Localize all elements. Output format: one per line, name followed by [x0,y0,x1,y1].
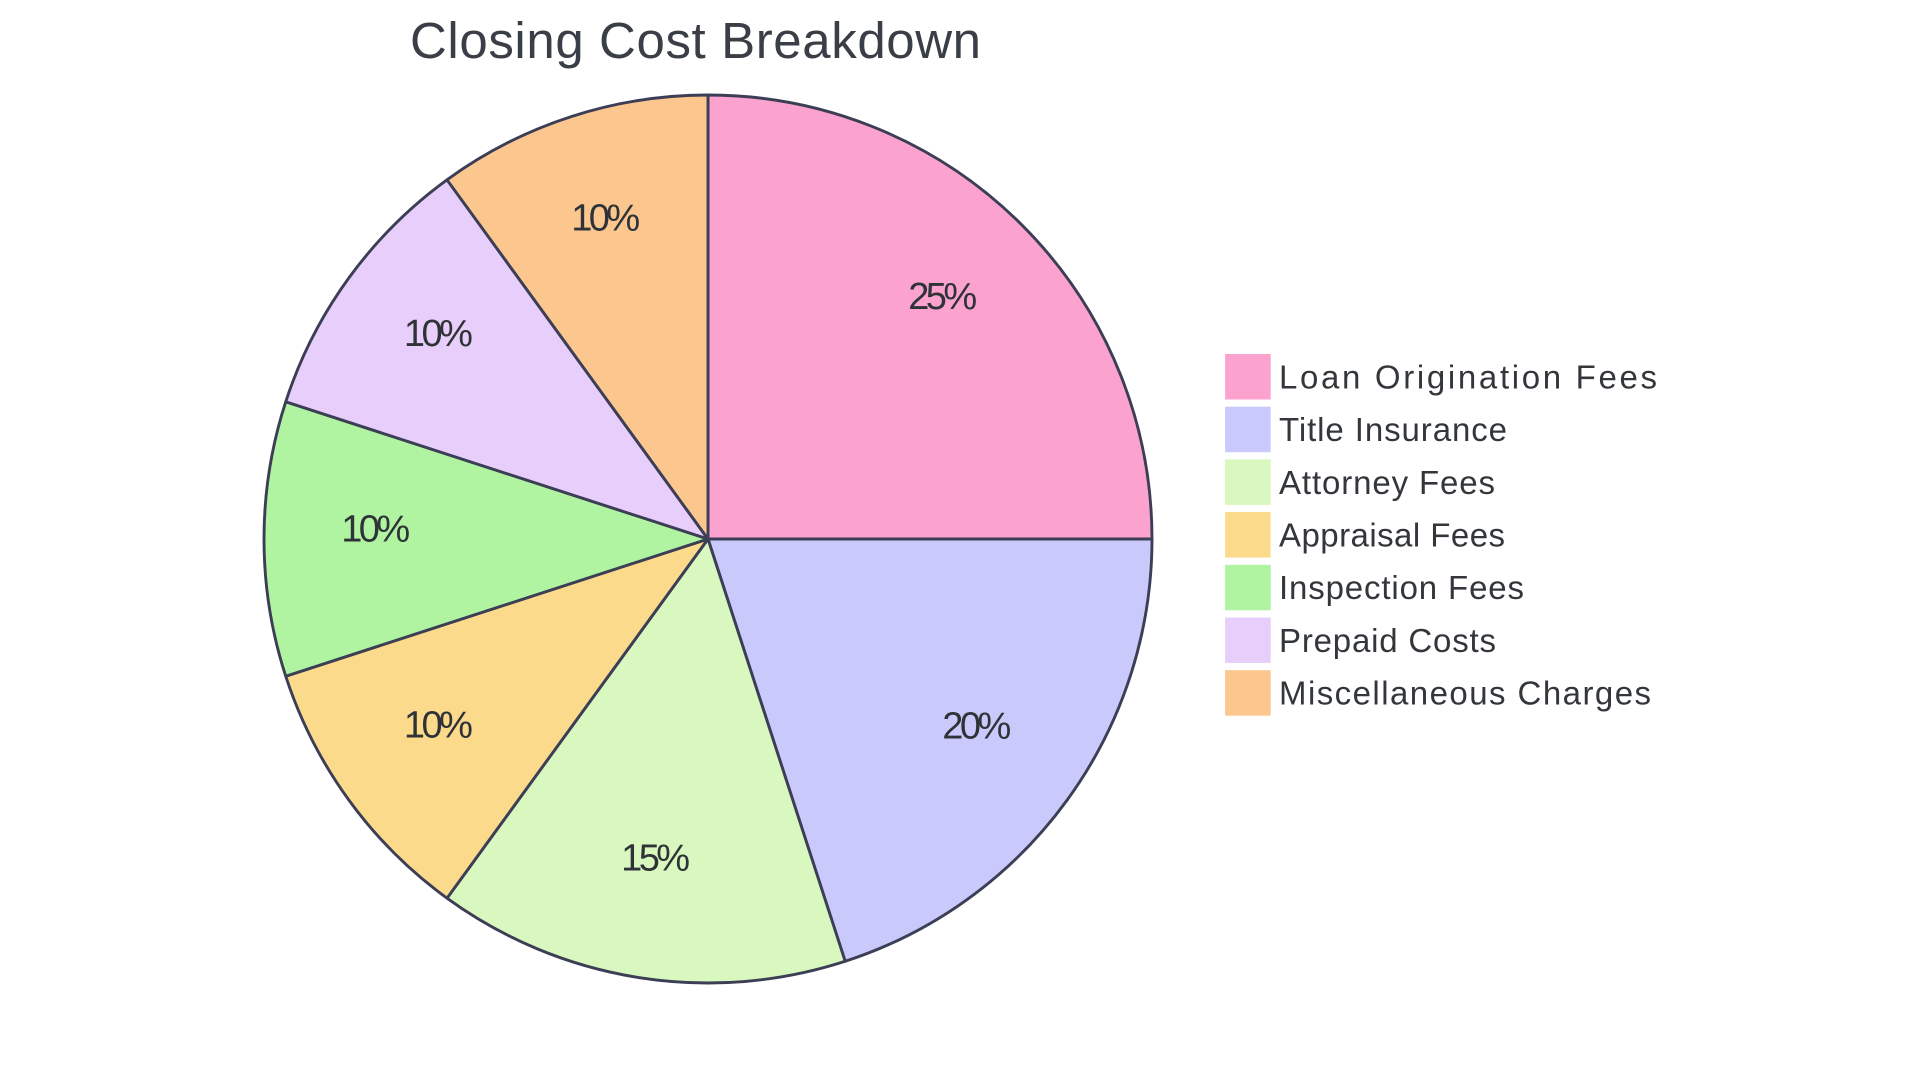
svg-text:10%: 10% [341,508,410,550]
svg-text:25%: 25% [908,276,977,318]
svg-text:Attorney Fees: Attorney Fees [1279,464,1495,501]
svg-text:20%: 20% [942,706,1011,748]
svg-text:Appraisal Fees: Appraisal Fees [1279,516,1505,553]
svg-text:15%: 15% [621,837,690,879]
svg-text:Miscellaneous Charges: Miscellaneous Charges [1279,675,1651,712]
svg-text:10%: 10% [404,313,473,355]
svg-text:10%: 10% [404,705,473,747]
svg-text:10%: 10% [571,198,640,240]
svg-text:Title Insurance: Title Insurance [1279,411,1507,448]
svg-text:Closing Cost Breakdown: Closing Cost Breakdown [410,12,982,69]
svg-text:Prepaid Costs: Prepaid Costs [1279,622,1496,659]
svg-text:Loan Origination Fees: Loan Origination Fees [1279,358,1657,395]
svg-text:Inspection Fees: Inspection Fees [1279,569,1524,606]
